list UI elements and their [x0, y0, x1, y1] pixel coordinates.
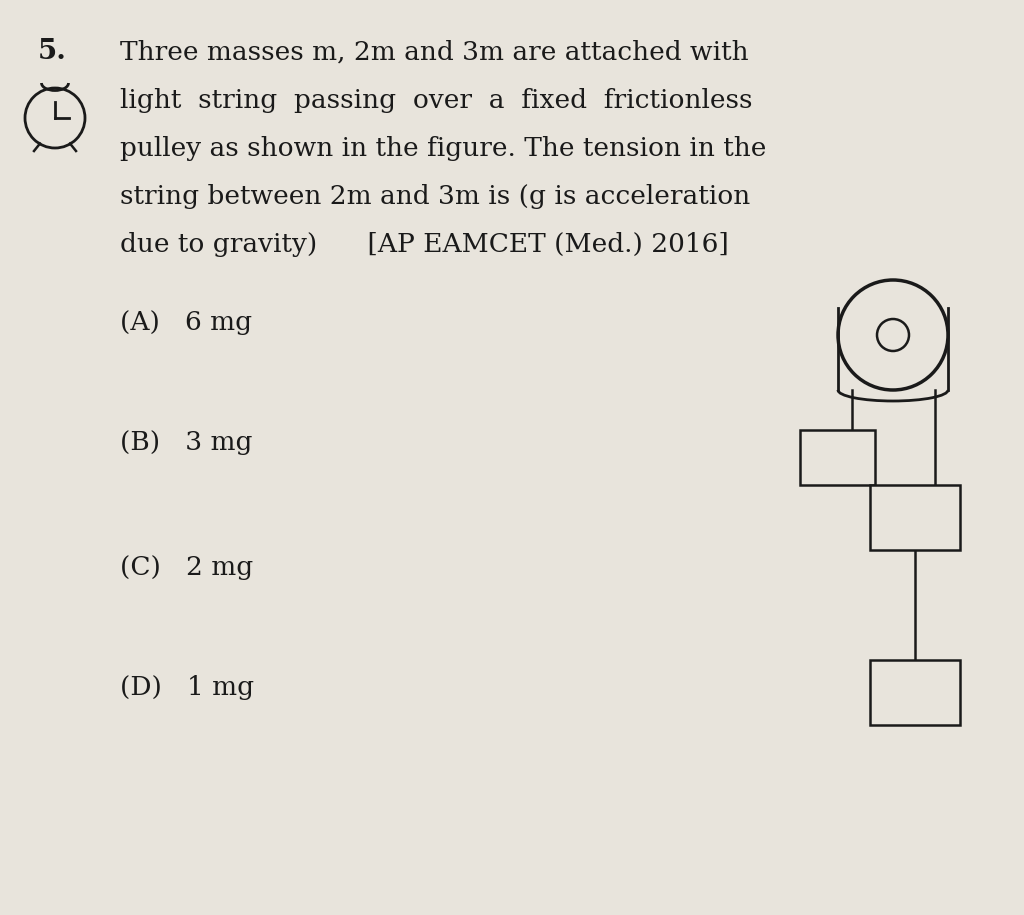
Text: (D)   1 mg: (D) 1 mg	[120, 675, 254, 700]
Text: due to gravity)      [AP EAMCET (Med.) 2016]: due to gravity) [AP EAMCET (Med.) 2016]	[120, 232, 729, 257]
Text: string between 2m and 3m is (g is acceleration: string between 2m and 3m is (g is accele…	[120, 184, 751, 209]
Text: (C)   2 mg: (C) 2 mg	[120, 555, 253, 580]
Text: Three masses m, 2m and 3m are attached with: Three masses m, 2m and 3m are attached w…	[120, 40, 749, 65]
Text: 2 m: 2 m	[895, 508, 935, 527]
Text: 3 m: 3 m	[895, 683, 935, 702]
Text: 5.: 5.	[38, 38, 67, 65]
Text: (A)   6 mg: (A) 6 mg	[120, 310, 252, 335]
Text: light  string  passing  over  a  fixed  frictionless: light string passing over a fixed fricti…	[120, 88, 753, 113]
Bar	[870, 485, 961, 550]
Text: pulley as shown in the figure. The tension in the: pulley as shown in the figure. The tensi…	[120, 136, 766, 161]
Bar	[870, 660, 961, 725]
Bar	[800, 430, 874, 485]
Text: (B)   3 mg: (B) 3 mg	[120, 430, 253, 455]
Text: m: m	[827, 447, 848, 468]
